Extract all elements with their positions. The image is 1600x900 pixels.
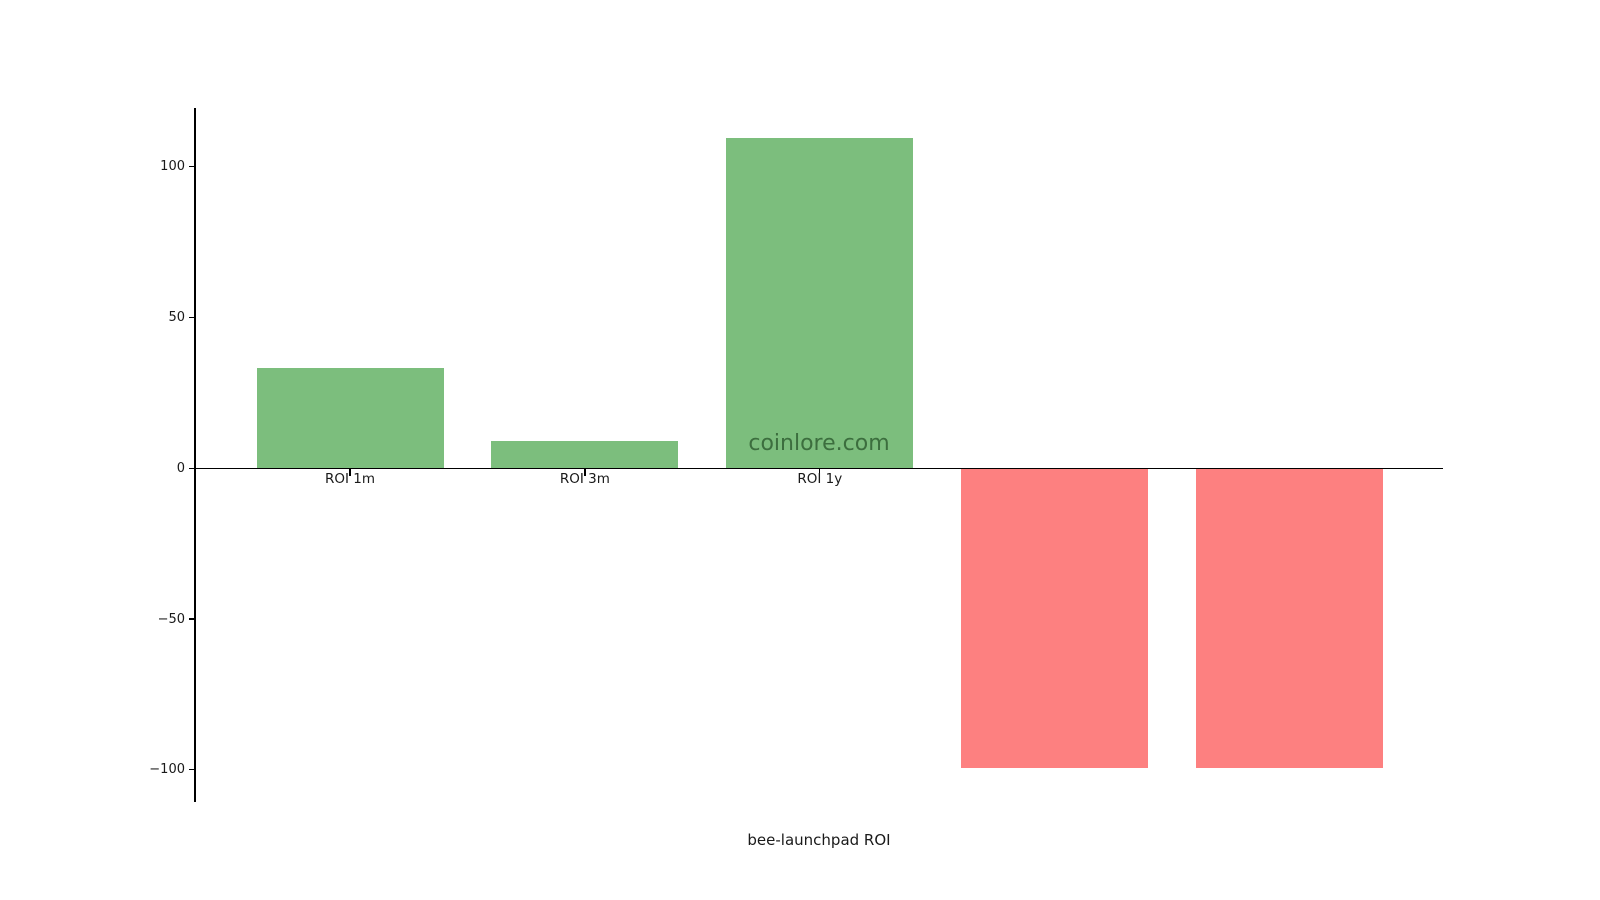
y-tick-mark: [189, 769, 195, 771]
x-axis-label: bee-launchpad ROI: [747, 831, 891, 849]
x-tick-mark: [349, 468, 351, 477]
x-tick-label: ROI 3m: [559, 470, 610, 487]
y-tick-label: −100: [149, 762, 185, 778]
y-tick-mark: [189, 618, 195, 620]
x-tick-mark: [819, 468, 821, 477]
y-tick-label: 50: [168, 310, 185, 326]
bar: [726, 137, 914, 469]
y-tick-label: 100: [160, 159, 185, 175]
watermark: coinlore.com: [748, 431, 890, 456]
y-tick-mark: [189, 467, 195, 469]
bar: [1196, 468, 1384, 768]
bar: [256, 367, 444, 469]
x-axis-line: [195, 467, 1443, 469]
x-tick-label: ROI 1y: [797, 470, 843, 487]
y-tick-label: 0: [176, 460, 185, 476]
x-tick-label: ROI 1m: [324, 470, 376, 487]
bar: [491, 440, 679, 469]
x-tick-mark: [584, 468, 586, 477]
bar: [961, 468, 1149, 768]
y-axis-line: [194, 108, 196, 802]
y-tick-mark: [189, 166, 195, 168]
y-tick-label: −50: [157, 611, 185, 627]
y-tick-mark: [189, 316, 195, 319]
